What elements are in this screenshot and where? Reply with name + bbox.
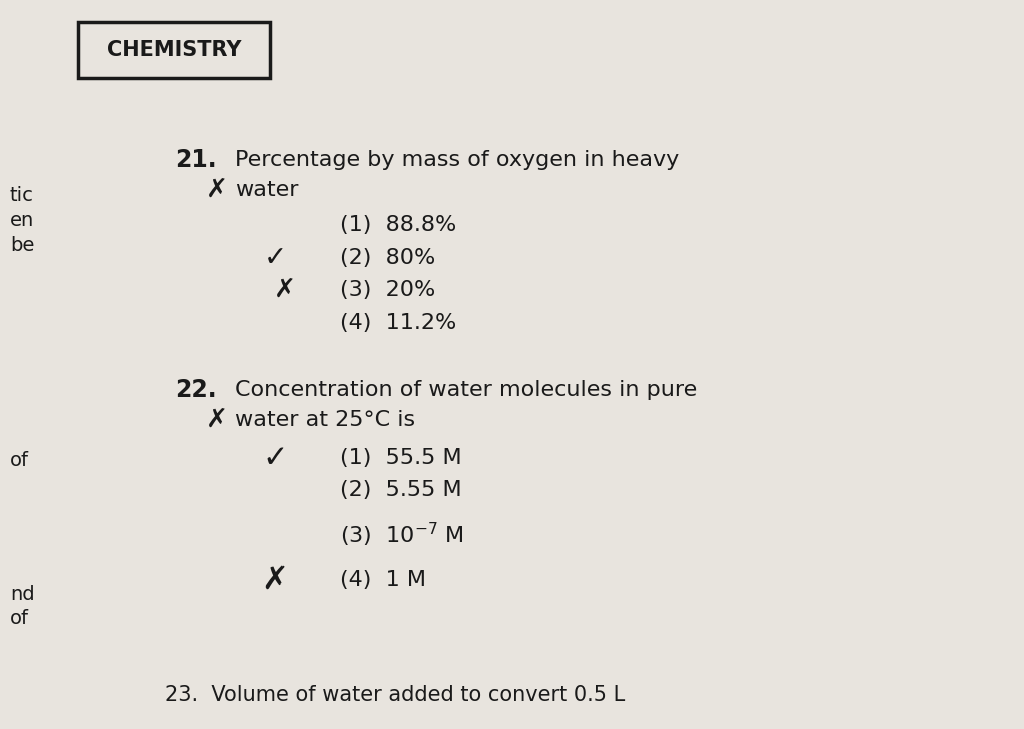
Text: Concentration of water molecules in pure: Concentration of water molecules in pure — [234, 380, 697, 400]
Text: 23.  Volume of water added to convert 0.5 L: 23. Volume of water added to convert 0.5… — [165, 685, 626, 705]
Text: ✓: ✓ — [262, 443, 288, 472]
Text: (3)  20%: (3) 20% — [340, 280, 435, 300]
Text: 22.: 22. — [175, 378, 217, 402]
Text: ✗: ✗ — [274, 277, 296, 303]
Text: (4)  1 M: (4) 1 M — [340, 570, 426, 590]
Text: ✓: ✓ — [263, 244, 287, 272]
Text: (1)  55.5 M: (1) 55.5 M — [340, 448, 462, 468]
Text: tic: tic — [10, 185, 34, 205]
Text: ✗: ✗ — [206, 177, 228, 203]
Text: of: of — [10, 451, 29, 469]
Text: CHEMISTRY: CHEMISTRY — [106, 40, 242, 60]
Text: (4)  11.2%: (4) 11.2% — [340, 313, 457, 333]
Text: Percentage by mass of oxygen in heavy: Percentage by mass of oxygen in heavy — [234, 150, 679, 170]
Text: (2)  80%: (2) 80% — [340, 248, 435, 268]
Text: water: water — [234, 180, 299, 200]
Text: 21.: 21. — [175, 148, 217, 172]
Bar — [78, 22, 270, 78]
Text: ✗: ✗ — [261, 564, 289, 596]
Text: (2)  5.55 M: (2) 5.55 M — [340, 480, 462, 500]
Text: be: be — [10, 235, 35, 254]
Text: of: of — [10, 609, 29, 628]
Text: ✗: ✗ — [206, 407, 228, 433]
Text: (3)  $10^{-7}$ M: (3) $10^{-7}$ M — [340, 521, 464, 549]
Text: water at 25°C is: water at 25°C is — [234, 410, 415, 430]
Text: (1)  88.8%: (1) 88.8% — [340, 215, 457, 235]
Text: nd: nd — [10, 585, 35, 604]
Text: en: en — [10, 211, 34, 230]
